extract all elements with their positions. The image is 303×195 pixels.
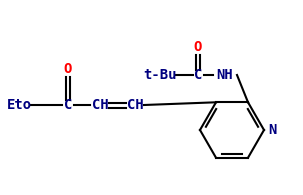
Text: O: O <box>194 40 202 54</box>
Text: O: O <box>64 62 72 76</box>
Text: C: C <box>194 68 202 82</box>
Text: t-Bu: t-Bu <box>143 68 177 82</box>
Text: N: N <box>268 123 276 137</box>
Text: C: C <box>64 98 72 112</box>
Text: CH: CH <box>92 98 108 112</box>
Text: NH: NH <box>217 68 233 82</box>
Text: CH: CH <box>127 98 143 112</box>
Text: Eto: Eto <box>6 98 32 112</box>
